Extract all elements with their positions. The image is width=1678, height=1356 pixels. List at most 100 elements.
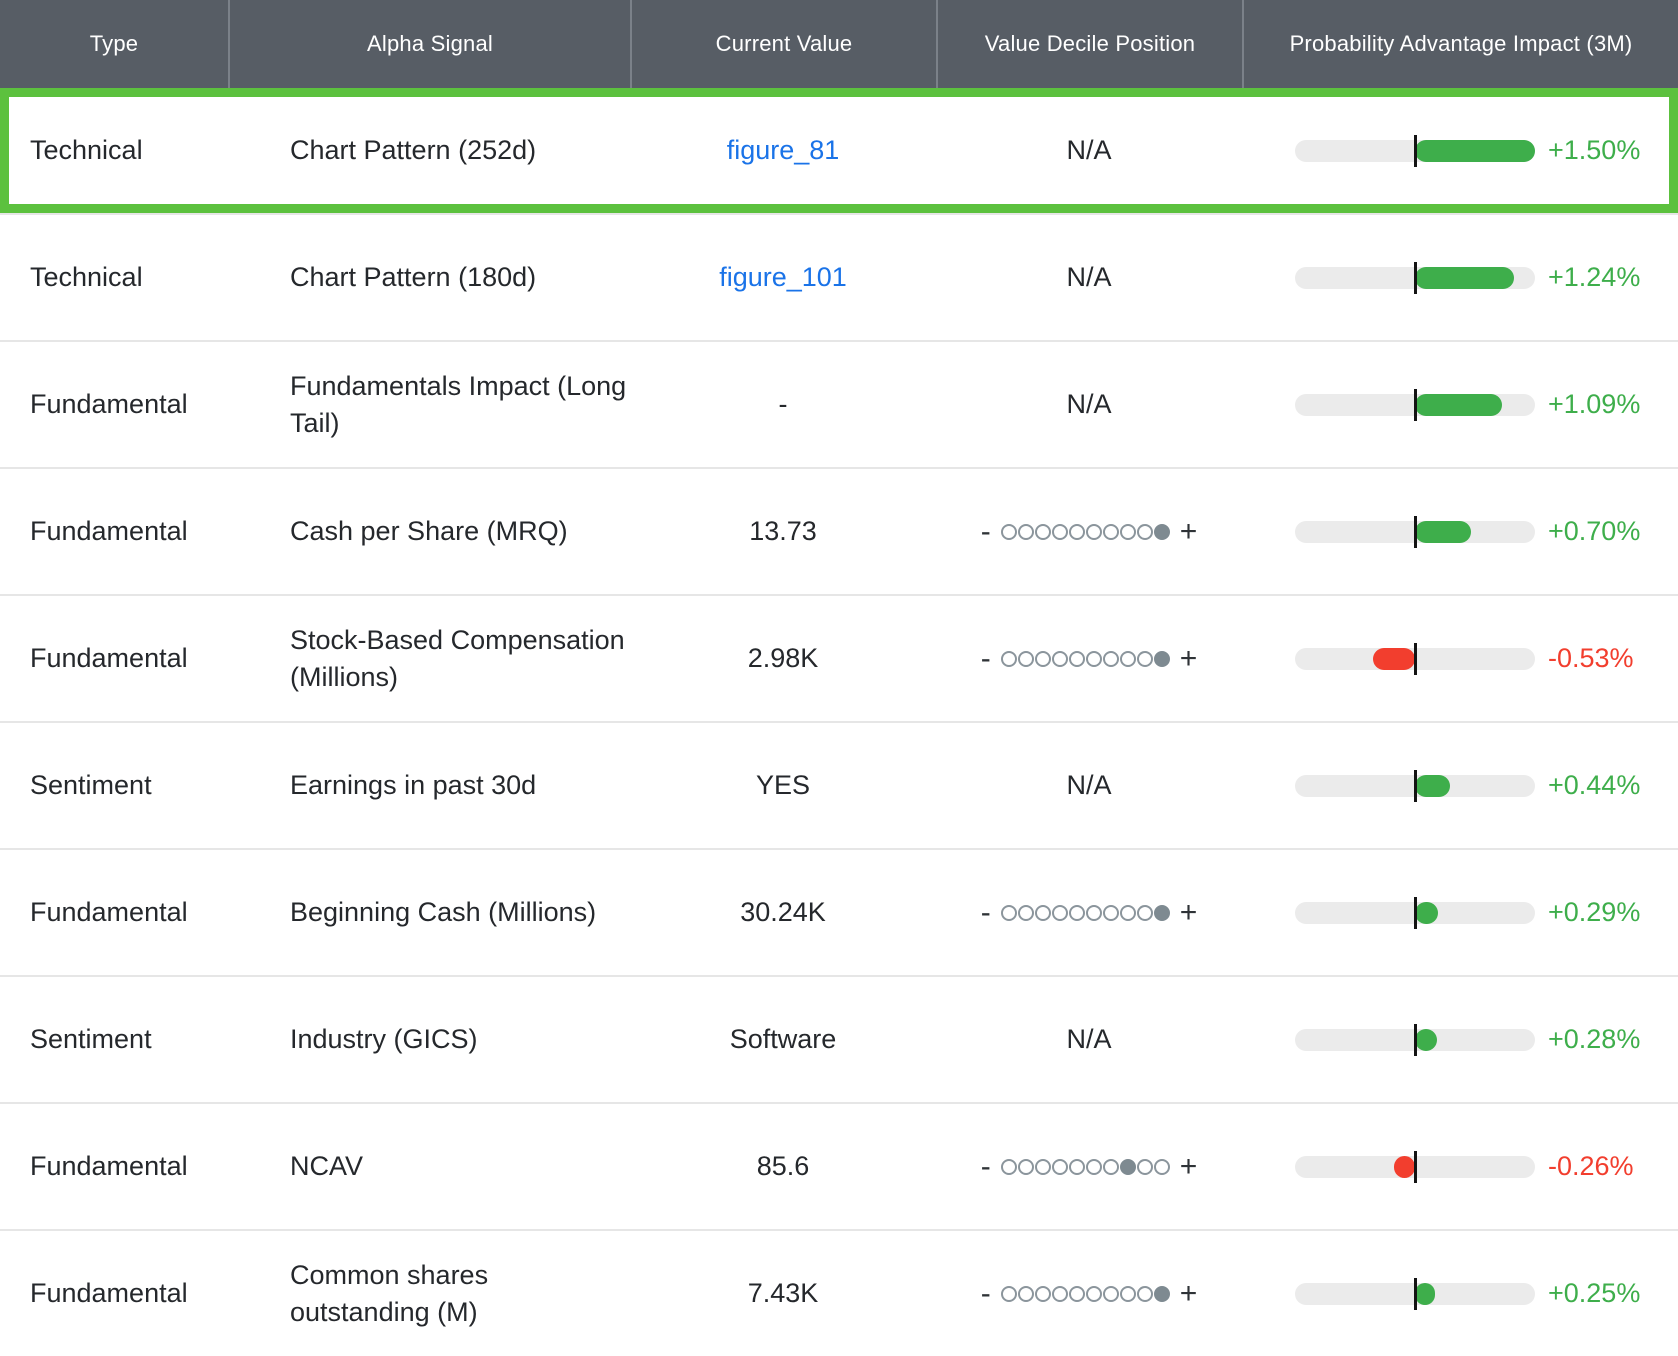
signal-name-label: Common shares outstanding (M) — [290, 1259, 489, 1327]
impact-value-label: +1.24% — [1548, 262, 1641, 292]
impact-bar-fill — [1415, 1028, 1437, 1051]
signal-type-label: Technical — [30, 135, 143, 165]
current-value-cell: 30.24K — [630, 850, 936, 975]
decile-dot — [1017, 523, 1034, 540]
impact-bar-fill — [1415, 393, 1502, 416]
impact-bar-center-tick — [1414, 1023, 1417, 1056]
decile-dot — [1051, 1285, 1068, 1302]
decile-minus-button[interactable]: - — [980, 641, 991, 675]
table-row[interactable]: Fundamental Common shares outstanding (M)… — [0, 1231, 1678, 1356]
decile-dot — [1102, 904, 1119, 921]
impact-bar-track — [1295, 1150, 1535, 1183]
table-row[interactable]: Fundamental Stock-Based Compensation (Mil… — [0, 596, 1678, 723]
impact-bar-fill — [1373, 647, 1415, 670]
decile-dot — [1034, 523, 1051, 540]
current-value-link[interactable]: figure_101 — [719, 262, 847, 292]
table-row[interactable]: Fundamental Fundamentals Impact (Long Tai… — [0, 342, 1678, 469]
alpha-signal-cell: Chart Pattern (252d) — [228, 88, 630, 213]
impact-cell: +0.28% — [1242, 977, 1678, 1102]
decile-dot — [1102, 1158, 1119, 1175]
impact-cell: +0.25% — [1242, 1231, 1678, 1356]
decile-dot — [1085, 523, 1102, 540]
impact-cell: +0.44% — [1242, 723, 1678, 848]
decile-plus-button[interactable]: + — [1179, 514, 1198, 548]
decile-widget: - + — [981, 1150, 1198, 1184]
decile-dot — [1119, 904, 1136, 921]
decile-plus-button[interactable]: + — [1179, 1276, 1198, 1310]
decile-dot — [1000, 1158, 1017, 1175]
table-row[interactable]: Sentiment Earnings in past 30d YES N/A +0.44… — [0, 723, 1678, 850]
decile-na-label: N/A — [1066, 1024, 1112, 1054]
table-row[interactable]: Fundamental NCAV 85.6- + -0.26% — [0, 1104, 1678, 1231]
impact-bar-track — [1295, 896, 1535, 929]
impact-bar: +0.28% — [1295, 1023, 1640, 1056]
signal-type-label: Sentiment — [30, 1024, 152, 1054]
signal-type-label: Fundamental — [30, 1278, 188, 1308]
decile-na-label: N/A — [1066, 135, 1112, 165]
decile-na-label: N/A — [1066, 770, 1112, 800]
current-value-cell: YES — [630, 723, 936, 848]
decile-dot — [1034, 904, 1051, 921]
impact-value-label: +0.70% — [1548, 516, 1641, 546]
decile-minus-button[interactable]: - — [980, 895, 991, 929]
signal-name-label: Stock-Based Compensation (Millions) — [290, 624, 625, 692]
signal-name-label: Chart Pattern (180d) — [290, 262, 537, 292]
impact-bar: -0.53% — [1295, 642, 1634, 675]
impact-bar-center-tick — [1414, 1277, 1417, 1310]
impact-value-label: +0.44% — [1548, 770, 1641, 800]
decile-position-cell: N/A — [936, 215, 1242, 340]
current-value-link[interactable]: figure_81 — [726, 135, 840, 165]
type-cell: Sentiment — [0, 723, 228, 848]
decile-dot — [1000, 523, 1017, 540]
decile-plus-button[interactable]: + — [1179, 1149, 1198, 1183]
impact-bar-track — [1295, 642, 1535, 675]
impact-bar-center-tick — [1414, 642, 1417, 675]
decile-dot — [1017, 650, 1034, 667]
decile-dot — [1085, 650, 1102, 667]
decile-plus-button[interactable]: + — [1179, 641, 1198, 675]
decile-dots — [1000, 650, 1170, 667]
impact-bar: +1.24% — [1295, 261, 1641, 294]
column-header-type: Type — [89, 31, 139, 56]
table-row[interactable]: Fundamental Beginning Cash (Millions) 30.2… — [0, 850, 1678, 977]
decile-dot — [1051, 650, 1068, 667]
decile-dots — [1000, 1158, 1170, 1175]
decile-dot-filled — [1153, 650, 1170, 667]
decile-position-cell: N/A — [936, 342, 1242, 467]
impact-bar-fill — [1415, 266, 1514, 289]
type-cell: Technical — [0, 215, 228, 340]
decile-dots — [1000, 1285, 1170, 1302]
signal-type-label: Fundamental — [30, 1151, 188, 1181]
table-row[interactable]: Technical Chart Pattern (180d) figure_101 N… — [0, 215, 1678, 342]
impact-bar-track — [1295, 515, 1535, 548]
table-row[interactable]: Fundamental Cash per Share (MRQ) 13.73- + +0… — [0, 469, 1678, 596]
decile-minus-button[interactable]: - — [980, 1149, 991, 1183]
alpha-signal-cell: Stock-Based Compensation (Millions) — [228, 596, 630, 721]
impact-bar-track — [1295, 388, 1535, 421]
impact-value-label: -0.53% — [1548, 643, 1634, 673]
impact-bar: +0.44% — [1295, 769, 1641, 802]
impact-cell: +1.09% — [1242, 342, 1678, 467]
current-value-label: Software — [729, 1024, 837, 1054]
table-row-selected[interactable]: Technical Chart Pattern (252d) figure_81 N/… — [0, 88, 1678, 215]
signal-name-label: NCAV — [290, 1151, 364, 1181]
decile-minus-button[interactable]: - — [980, 514, 991, 548]
decile-widget: - + — [981, 896, 1198, 930]
impact-bar: +0.70% — [1295, 515, 1641, 548]
impact-value-label: -0.26% — [1548, 1151, 1634, 1181]
impact-bar-track — [1295, 134, 1535, 167]
impact-bar-fill — [1415, 901, 1438, 924]
table-row[interactable]: Sentiment Industry (GICS) Software N/A +0.28… — [0, 977, 1678, 1104]
signal-type-label: Fundamental — [30, 897, 188, 927]
impact-bar: +1.50% — [1295, 134, 1640, 167]
table-header: Type Alpha Signal Current Value Value De… — [0, 0, 1678, 88]
impact-bar-track — [1295, 1023, 1535, 1056]
decile-minus-button[interactable]: - — [980, 1276, 991, 1310]
current-value-cell: - — [630, 342, 936, 467]
decile-dot — [1153, 1158, 1170, 1175]
decile-plus-button[interactable]: + — [1179, 895, 1198, 929]
column-header-current-value: Current Value — [630, 0, 936, 88]
decile-dot — [1017, 1158, 1034, 1175]
impact-value-label: +0.29% — [1548, 897, 1641, 927]
